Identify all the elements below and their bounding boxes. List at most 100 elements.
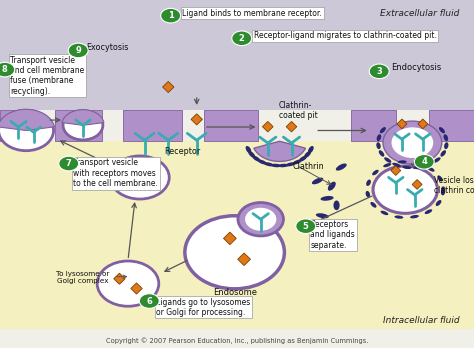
Ellipse shape [440,150,446,157]
Circle shape [97,261,159,306]
Ellipse shape [402,166,411,169]
Bar [204,110,258,141]
Ellipse shape [320,196,334,201]
Ellipse shape [383,163,392,167]
Bar [0,0,474,110]
Circle shape [414,155,434,169]
Ellipse shape [425,209,432,214]
Bar [0,141,474,329]
Circle shape [392,127,433,158]
Polygon shape [237,253,250,266]
Circle shape [369,64,389,79]
Polygon shape [391,166,401,175]
Circle shape [383,121,442,164]
Polygon shape [412,180,422,189]
Ellipse shape [372,170,379,175]
Ellipse shape [328,182,336,191]
Text: Clathrin-
coated pit: Clathrin- coated pit [279,101,318,120]
Ellipse shape [271,164,281,167]
Text: Ligands go to lysosomes
or Golgi for processing.: Ligands go to lysosomes or Golgi for pro… [156,298,251,317]
Ellipse shape [376,142,381,149]
Circle shape [139,294,159,308]
Text: 2: 2 [239,34,245,43]
Polygon shape [114,273,125,284]
Ellipse shape [285,162,295,166]
Circle shape [63,111,103,140]
Circle shape [245,208,276,231]
Ellipse shape [381,211,388,215]
Ellipse shape [335,220,343,229]
Text: Intracellular fluid: Intracellular fluid [383,316,460,325]
Ellipse shape [439,127,445,133]
Ellipse shape [308,146,314,153]
Polygon shape [191,114,202,125]
Text: Receptors
and ligands
separate.: Receptors and ligands separate. [310,220,355,250]
Ellipse shape [379,150,384,157]
Ellipse shape [384,157,392,163]
Ellipse shape [441,187,445,193]
Text: Endocytosis: Endocytosis [391,63,441,72]
Text: To lysosome or
Golgi complex: To lysosome or Golgi complex [56,271,109,284]
Ellipse shape [392,163,401,167]
Text: 9: 9 [75,46,81,55]
Ellipse shape [264,162,274,166]
Circle shape [232,31,252,46]
Ellipse shape [343,238,354,245]
Text: 8: 8 [2,65,8,74]
Circle shape [185,216,284,289]
Bar [0,110,26,141]
Bar [429,110,474,141]
Bar [123,110,182,141]
Polygon shape [286,121,297,132]
Ellipse shape [377,134,381,141]
Text: Transport vesicle
and cell membrane
fuse (membrane
recycling).: Transport vesicle and cell membrane fuse… [10,56,85,96]
Ellipse shape [312,177,323,184]
Polygon shape [131,283,142,294]
Ellipse shape [428,167,435,172]
Ellipse shape [444,134,448,141]
Text: 6: 6 [146,296,152,306]
Ellipse shape [394,215,403,219]
Ellipse shape [365,191,370,197]
Text: Extracellular fluid: Extracellular fluid [381,9,460,18]
Circle shape [0,62,15,77]
Circle shape [296,219,316,234]
Circle shape [161,8,181,23]
Wedge shape [254,141,306,161]
Text: 5: 5 [303,222,309,231]
Wedge shape [62,110,104,125]
Ellipse shape [438,175,443,182]
Ellipse shape [336,164,347,171]
Circle shape [373,166,438,213]
Polygon shape [223,232,236,245]
Ellipse shape [248,151,255,158]
Text: Transport vesicle
with receptors moves
to the cell membrane.: Transport vesicle with receptors moves t… [73,158,158,188]
Ellipse shape [366,180,371,186]
Text: 4: 4 [421,157,427,166]
Ellipse shape [436,200,441,206]
Polygon shape [163,81,174,93]
Text: 3: 3 [376,67,382,76]
Circle shape [68,43,88,58]
Ellipse shape [398,160,407,164]
Text: Endosome: Endosome [213,288,256,297]
Polygon shape [418,119,428,129]
Ellipse shape [424,163,433,167]
Ellipse shape [444,142,448,149]
Ellipse shape [252,156,260,161]
Bar [0,0,474,110]
Ellipse shape [413,161,422,165]
Ellipse shape [299,156,307,161]
Circle shape [238,203,283,236]
Text: Ligand binds to membrane receptor.: Ligand binds to membrane receptor. [182,9,322,18]
Text: Receptor: Receptor [164,147,201,156]
Ellipse shape [441,189,445,195]
Text: 1: 1 [168,11,173,20]
Ellipse shape [410,215,419,219]
Ellipse shape [292,159,302,165]
Wedge shape [0,109,55,130]
Text: Vesicle loses
clathrin coat.: Vesicle loses clathrin coat. [434,176,474,195]
Bar [351,110,396,141]
Ellipse shape [304,151,311,158]
Ellipse shape [278,164,289,167]
